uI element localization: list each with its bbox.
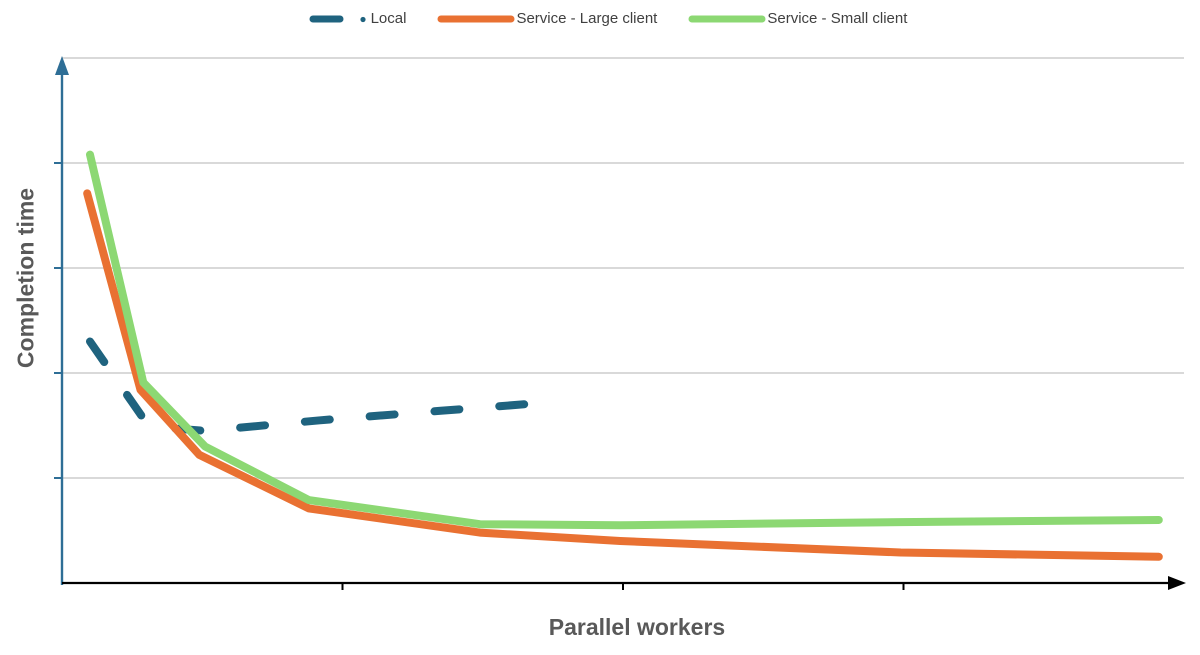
legend-label-local: Local (370, 9, 407, 27)
y-axis-title: Completion time (12, 187, 39, 369)
legend-marker-dashed-line-icon (309, 15, 366, 22)
legend-item-service-large-client[interactable]: Service - Large client (436, 10, 657, 27)
chart-legend: Local Service - Large client Service - S… (0, 5, 1200, 31)
series-line-service-large-client[interactable] (83, 189, 1163, 561)
x-axis-arrow-icon (1168, 576, 1186, 590)
legend-item-service-small-client[interactable]: Service - Small client (687, 10, 907, 27)
legend-item-local[interactable]: Local (307, 9, 407, 27)
legend-solid-line-icon (437, 15, 515, 22)
legend-solid-line-icon (688, 15, 766, 22)
y-axis-arrow-icon (55, 56, 69, 75)
series-line-local[interactable] (86, 337, 566, 435)
legend-label-service-large-client: Service - Large client (516, 9, 658, 27)
x-axis-title: Parallel workers (548, 614, 726, 640)
series-line-service-small-client[interactable] (86, 150, 1163, 530)
legend-label-service-small-client: Service - Small client (767, 9, 908, 27)
